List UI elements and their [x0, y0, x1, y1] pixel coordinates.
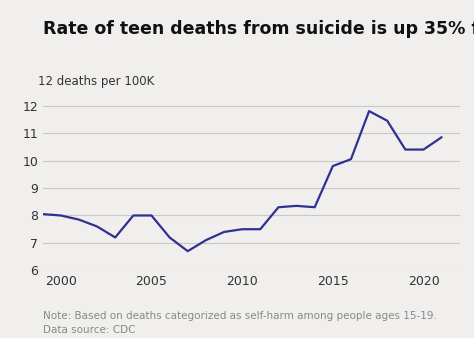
Text: Rate of teen deaths from suicide is up 35% from 1999: Rate of teen deaths from suicide is up 3…	[43, 20, 474, 38]
Text: Note: Based on deaths categorized as self-harm among people ages 15-19.
Data sou: Note: Based on deaths categorized as sel…	[43, 311, 437, 335]
Text: 12 deaths per 100K: 12 deaths per 100K	[38, 75, 155, 88]
